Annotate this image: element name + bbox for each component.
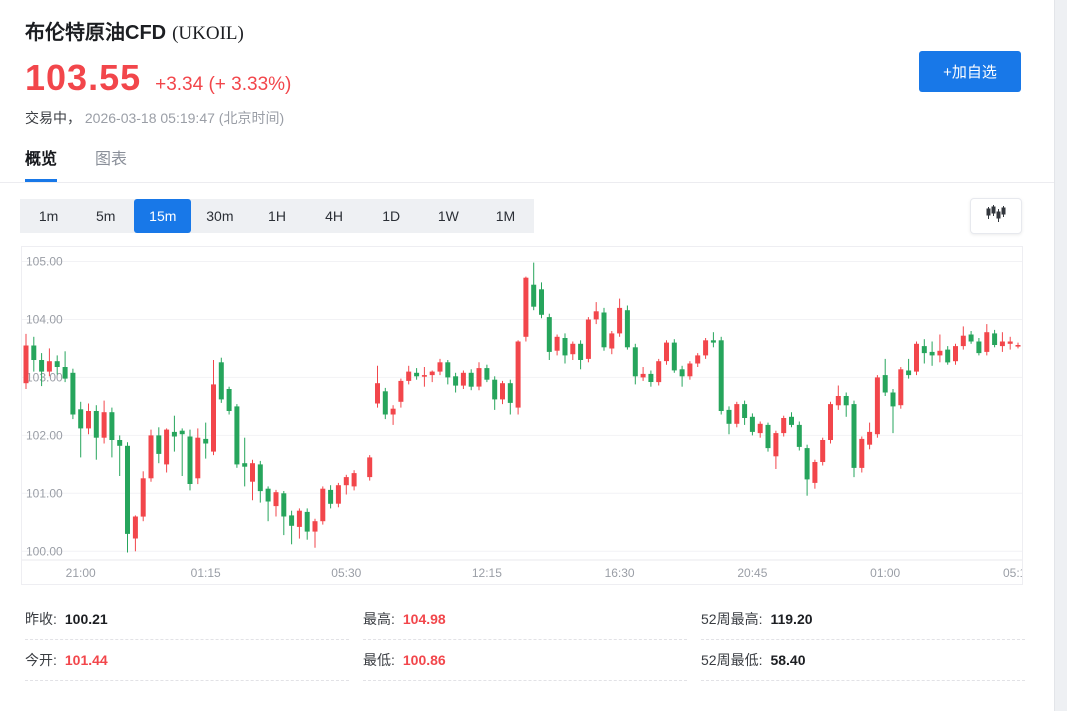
chart-toolbar: 1m 5m 15m 30m 1H 4H 1D 1W 1M bbox=[20, 198, 1022, 234]
stat-label: 昨收: bbox=[25, 611, 57, 627]
timeframe-button-1h[interactable]: 1H bbox=[268, 208, 286, 224]
stat-label: 52周最高: bbox=[701, 611, 763, 627]
svg-text:102.00: 102.00 bbox=[26, 428, 63, 442]
svg-text:01:00: 01:00 bbox=[870, 566, 900, 580]
tab-chart[interactable]: 图表 bbox=[95, 151, 128, 168]
chart-type-button[interactable] bbox=[970, 198, 1022, 234]
svg-text:20:45: 20:45 bbox=[737, 566, 767, 580]
svg-text:05:15: 05:15 bbox=[1003, 566, 1022, 580]
stat-value: 100.86 bbox=[402, 652, 446, 668]
trading-status: 交易中， bbox=[25, 110, 81, 126]
timeframe-button-1w[interactable]: 1W bbox=[437, 208, 459, 224]
timeframe-button-30m[interactable]: 30m bbox=[206, 208, 234, 224]
page-title: 布伦特原油CFD (UKOIL) bbox=[25, 16, 1007, 45]
instrument-name: 布伦特原油CFD bbox=[25, 22, 167, 44]
candlestick-chart[interactable]: 100.00 101.00 102.00 103.00 104.00 105.00 21:0… bbox=[21, 246, 1023, 585]
svg-text:105.00: 105.00 bbox=[26, 255, 63, 269]
svg-text:05:30: 05:30 bbox=[331, 566, 361, 580]
timeframe-button-4h[interactable]: 4H bbox=[325, 208, 344, 224]
stat-label: 今开: bbox=[25, 652, 57, 668]
svg-text:100.00: 100.00 bbox=[26, 544, 63, 558]
stat-value: 101.44 bbox=[64, 652, 108, 668]
add-watchlist-button[interactable]: +加自选 bbox=[919, 51, 1021, 92]
svg-text:12:15: 12:15 bbox=[472, 566, 502, 580]
stat-value: 100.21 bbox=[64, 611, 108, 627]
tab-overview[interactable]: 概览 bbox=[25, 145, 58, 182]
quote-timestamp: 2026-03-18 05:19:47 (北京时间) bbox=[84, 110, 285, 126]
timeframe-button-5m[interactable]: 5m bbox=[95, 208, 116, 224]
candlestick-plot[interactable]: 100.00 101.00 102.00 103.00 104.00 105.00 21:0… bbox=[22, 247, 1022, 584]
view-tabs: 概览 图表 bbox=[0, 145, 1067, 183]
svg-text:16:30: 16:30 bbox=[605, 566, 635, 580]
timeframe-group: 1m 5m 15m 30m 1H 4H 1D 1W 1M bbox=[20, 199, 534, 233]
stat-value: 58.40 bbox=[770, 652, 806, 668]
stat-value: 104.98 bbox=[402, 611, 446, 627]
stat-row: 最低: 100.86 bbox=[363, 640, 687, 681]
trading-status-row: 交易中， 2026-03-18 05:19:47 (北京时间) bbox=[25, 108, 1007, 128]
stat-row: 52周最高: 119.20 bbox=[701, 599, 1025, 640]
svg-text:01:15: 01:15 bbox=[191, 566, 221, 580]
stat-row: 昨收: 100.21 bbox=[25, 599, 349, 640]
price-row: 103.55 +3.34 (+ 3.33%) bbox=[25, 57, 1007, 99]
stat-label: 52周最低: bbox=[701, 652, 763, 668]
quote-stats: 昨收: 100.21 最高: 104.98 52周最高: 119.20 今开: 101.44 最… bbox=[25, 599, 1025, 681]
svg-text:104.00: 104.00 bbox=[26, 313, 63, 327]
stat-row: 52周最低: 58.40 bbox=[701, 640, 1025, 681]
stat-label: 最高: bbox=[363, 611, 395, 627]
svg-text:21:00: 21:00 bbox=[66, 566, 96, 580]
last-price: 103.55 bbox=[25, 57, 142, 98]
timeframe-button-1m[interactable]: 1m bbox=[38, 208, 59, 224]
instrument-header: 布伦特原油CFD (UKOIL) 103.55 +3.34 (+ 3.33%) 交… bbox=[0, 0, 1067, 128]
timeframe-button-15m[interactable]: 15m bbox=[134, 199, 192, 233]
page-right-gutter bbox=[1054, 0, 1067, 711]
timeframe-button-1d[interactable]: 1D bbox=[382, 208, 401, 224]
timeframe-button-1m[interactable]: 1M bbox=[495, 208, 516, 224]
instrument-symbol: (UKOIL) bbox=[172, 23, 244, 44]
stat-label: 最低: bbox=[363, 652, 395, 668]
svg-text:103.00: 103.00 bbox=[26, 370, 63, 384]
stat-value: 119.20 bbox=[770, 611, 813, 627]
stat-row: 今开: 101.44 bbox=[25, 640, 349, 681]
stat-row: 最高: 104.98 bbox=[363, 599, 687, 640]
price-change: +3.34 (+ 3.33%) bbox=[155, 74, 292, 95]
svg-text:101.00: 101.00 bbox=[26, 486, 63, 500]
candlestick-chart-icon bbox=[986, 204, 1006, 228]
